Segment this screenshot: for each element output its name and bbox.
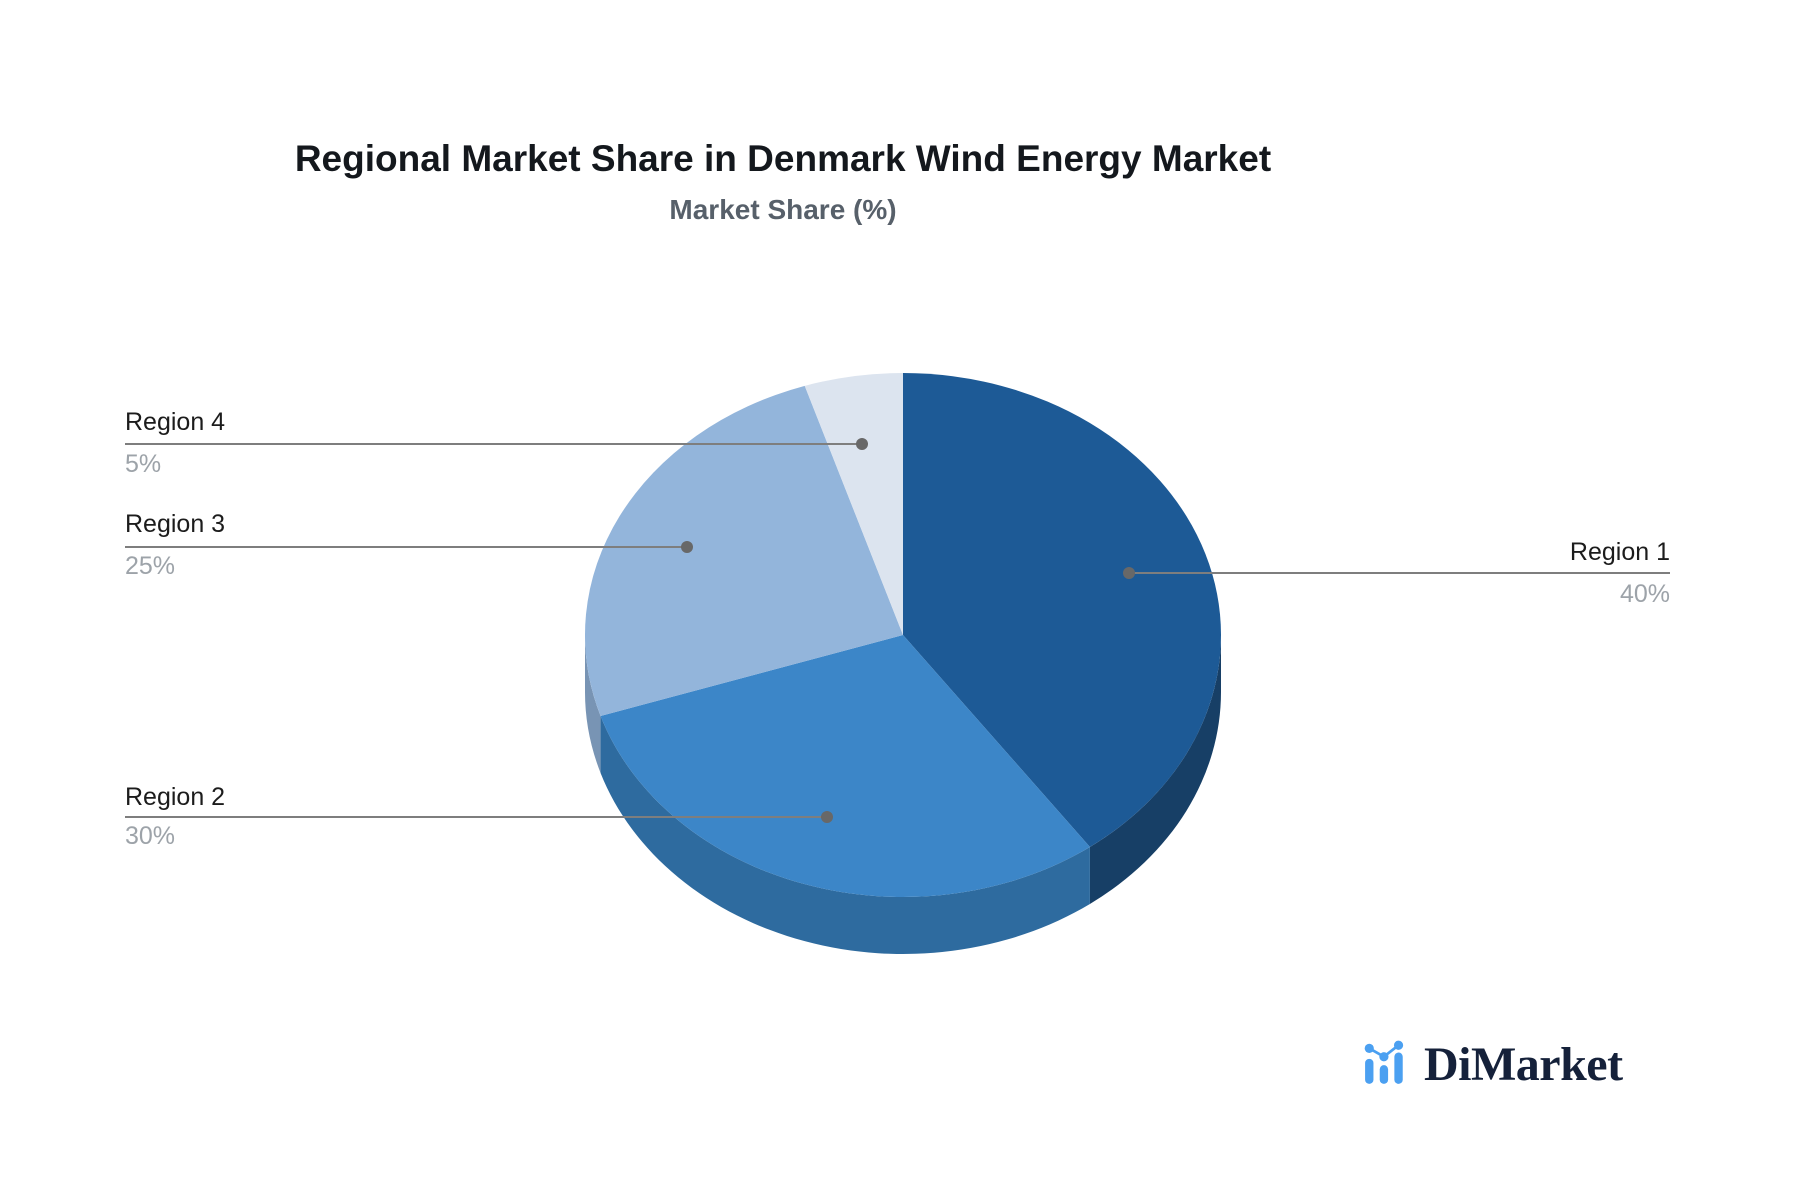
dimarket-logo: DiMarket bbox=[1363, 1038, 1623, 1091]
chart-title: Regional Market Share in Denmark Wind En… bbox=[294, 138, 1272, 179]
slice-label-region-1: Region 1 bbox=[1569, 538, 1670, 566]
leader-dot-region-4 bbox=[856, 438, 868, 450]
slice-label-region-2: Region 2 bbox=[125, 783, 226, 811]
slice-label-region-4: Region 4 bbox=[125, 408, 226, 436]
pie-slice-region-4[interactable] bbox=[804, 373, 903, 635]
logo-text: DiMarket bbox=[1424, 1038, 1623, 1091]
slice-value-region-2: 30% bbox=[125, 822, 176, 850]
bar-line-chart-icon bbox=[1364, 1040, 1404, 1084]
leader-dot-region-1 bbox=[1123, 567, 1135, 579]
leader-dot-region-2 bbox=[821, 811, 833, 823]
pie-slice-side-region-2 bbox=[600, 715, 1090, 954]
slice-value-region-3: 25% bbox=[125, 552, 176, 580]
chart-subtitle: Market Share (%) bbox=[669, 194, 897, 225]
slice-label-region-3: Region 3 bbox=[125, 510, 226, 538]
slice-value-region-4: 5% bbox=[125, 450, 162, 478]
pie-slice-region-1[interactable] bbox=[903, 373, 1221, 847]
pie-slice-region-3[interactable] bbox=[584, 385, 903, 716]
pie-slice-side-region-1 bbox=[1089, 635, 1221, 904]
leader-dot-region-3 bbox=[681, 541, 693, 553]
pie-slice-side-region-3 bbox=[585, 635, 601, 773]
slice-value-region-1: 40% bbox=[1619, 580, 1670, 608]
pie-slice-region-2[interactable] bbox=[600, 635, 1090, 897]
